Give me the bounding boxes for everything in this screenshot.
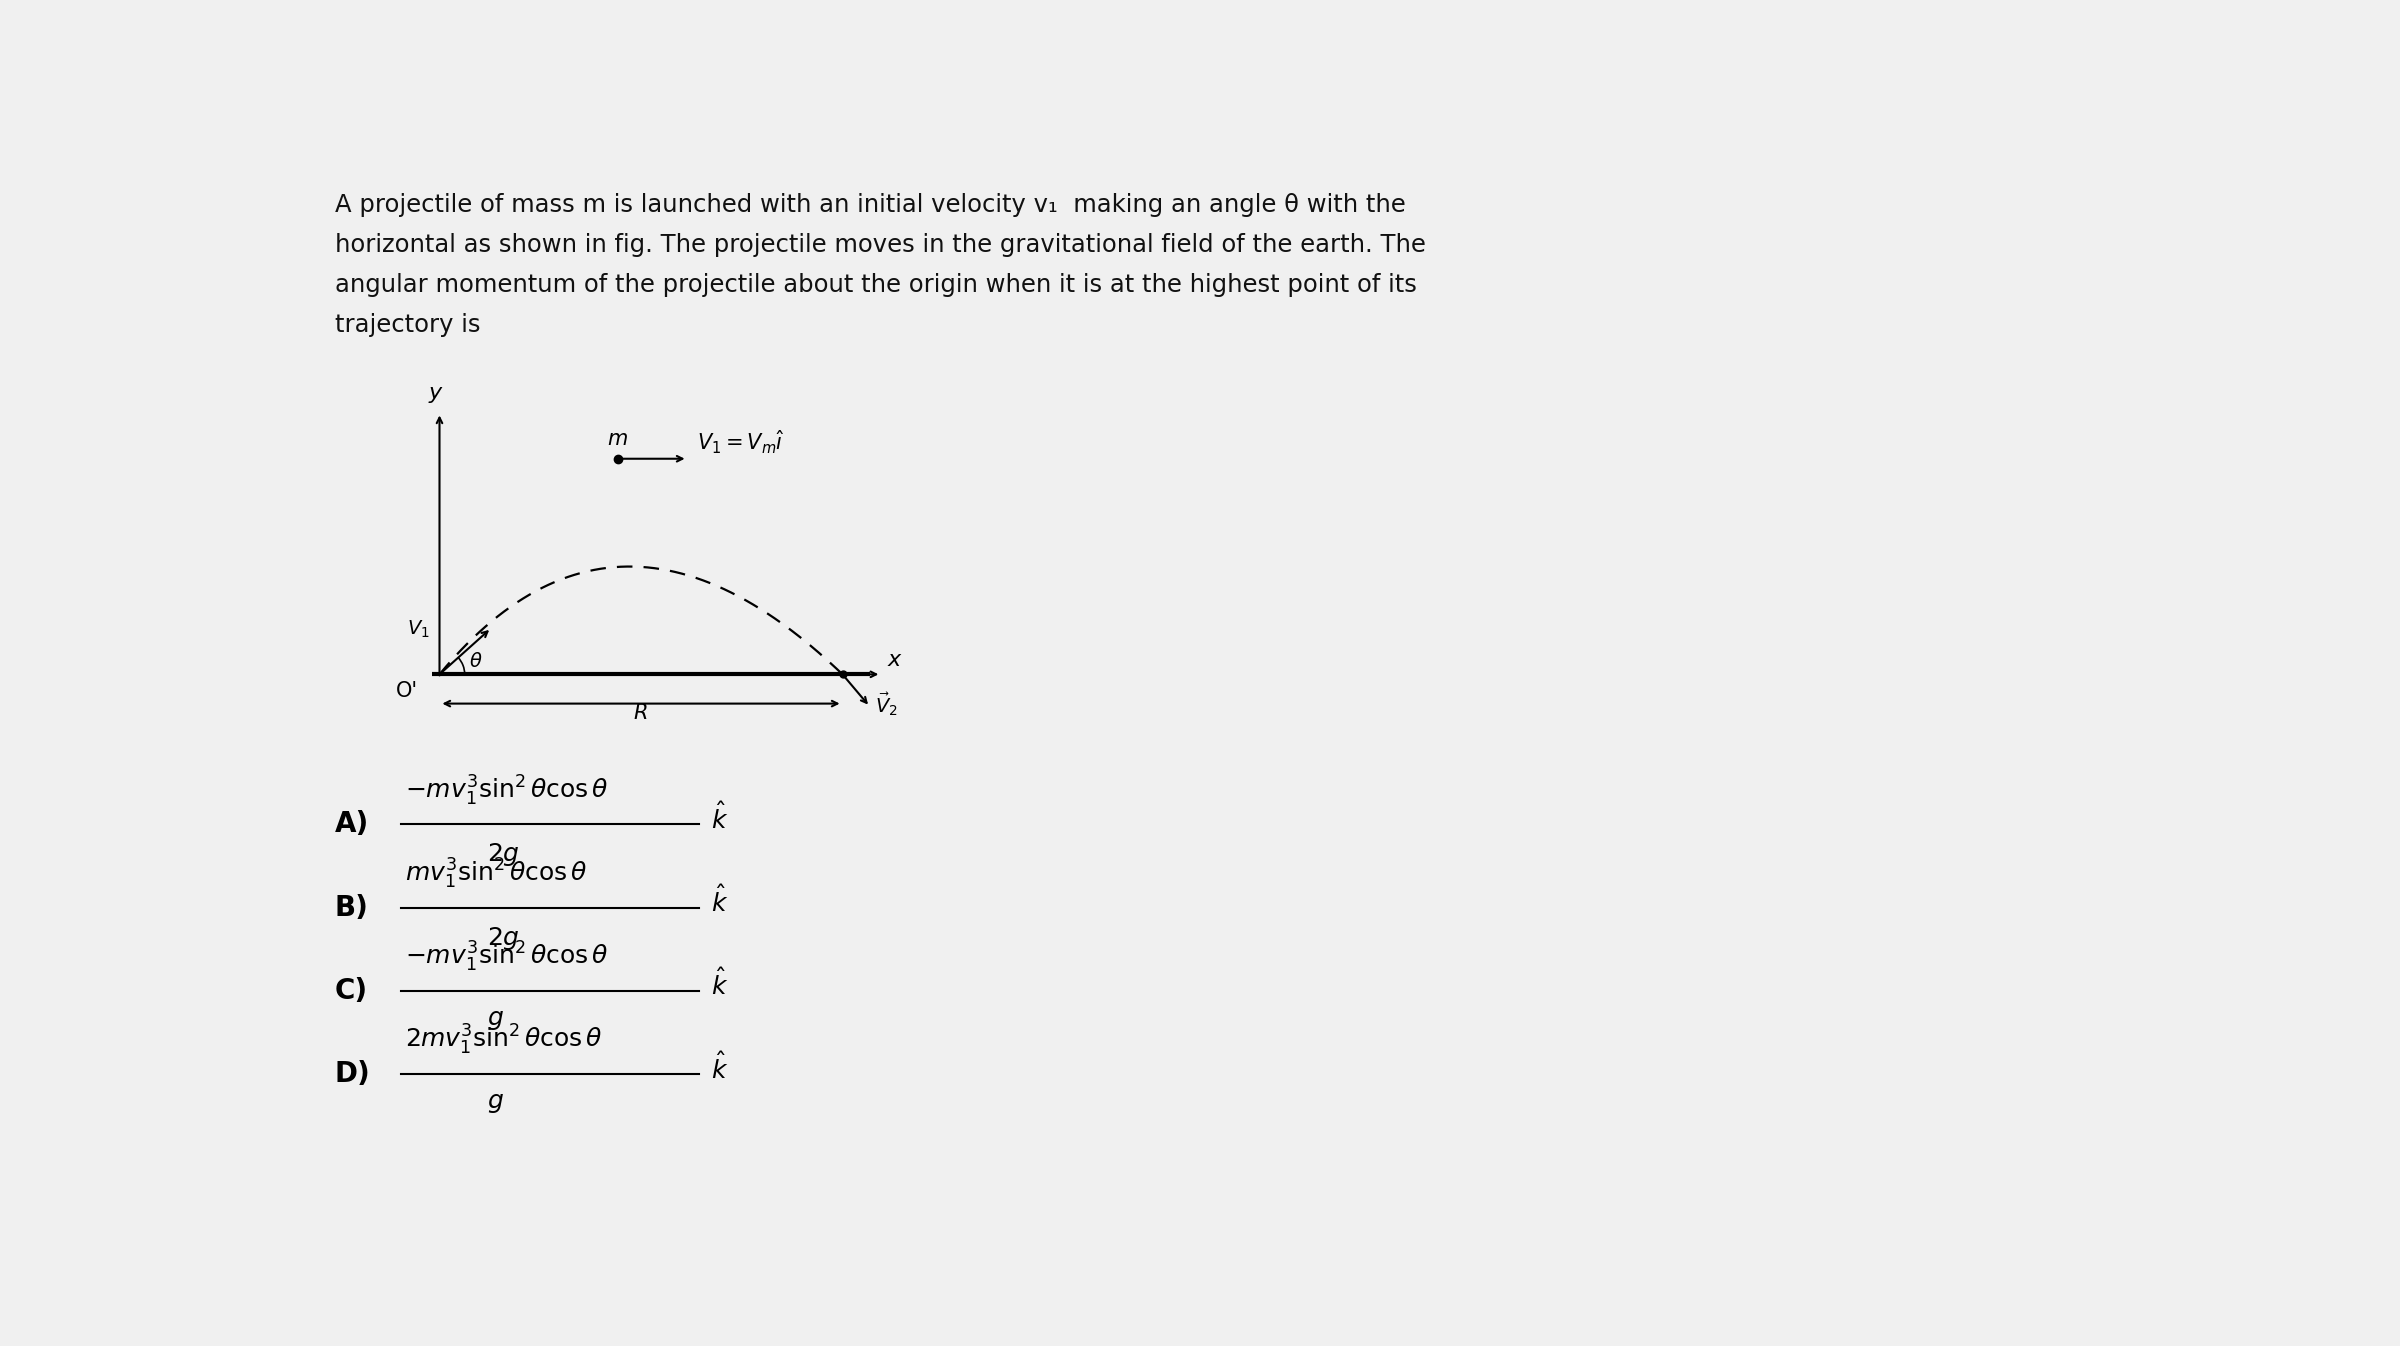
Text: $g$: $g$ — [487, 1008, 504, 1032]
Text: A): A) — [336, 810, 370, 839]
Text: $g$: $g$ — [487, 1090, 504, 1114]
Text: $2g$: $2g$ — [487, 925, 521, 952]
Text: C): C) — [336, 977, 367, 1005]
Text: $\hat{k}$: $\hat{k}$ — [710, 802, 727, 835]
Text: B): B) — [336, 894, 370, 922]
Text: $\hat{k}$: $\hat{k}$ — [710, 969, 727, 1000]
Text: $mv^3_1 \sin^2 \theta\cos \theta$: $mv^3_1 \sin^2 \theta\cos \theta$ — [406, 856, 588, 891]
Text: angular momentum of the projectile about the origin when it is at the highest po: angular momentum of the projectile about… — [336, 273, 1416, 297]
Text: $\hat{k}$: $\hat{k}$ — [710, 886, 727, 918]
Text: $V_1$: $V_1$ — [408, 618, 430, 639]
Text: horizontal as shown in fig. The projectile moves in the gravitational field of t: horizontal as shown in fig. The projecti… — [336, 233, 1426, 257]
Text: y: y — [430, 384, 442, 404]
Text: O': O' — [396, 681, 418, 700]
Text: $\hat{k}$: $\hat{k}$ — [710, 1053, 727, 1084]
Text: $2mv^3_1 \sin^2 \theta\cos \theta$: $2mv^3_1 \sin^2 \theta\cos \theta$ — [406, 1023, 602, 1057]
Text: trajectory is: trajectory is — [336, 314, 480, 338]
Text: D): D) — [336, 1059, 370, 1088]
Text: $-mv^3_1 \sin^2 \theta\cos \theta$: $-mv^3_1 \sin^2 \theta\cos \theta$ — [406, 774, 607, 808]
Text: R: R — [634, 703, 648, 723]
Text: $\theta$: $\theta$ — [468, 653, 482, 672]
Text: A projectile of mass m is launched with an initial velocity v₁  making an angle : A projectile of mass m is launched with … — [336, 192, 1406, 217]
Text: $\vec{V}_2$: $\vec{V}_2$ — [874, 690, 898, 719]
Text: $2g$: $2g$ — [487, 841, 521, 868]
Text: m: m — [607, 429, 629, 448]
Text: x: x — [888, 650, 900, 670]
Text: $V_1 = V_m\hat{\imath}$: $V_1 = V_m\hat{\imath}$ — [696, 428, 785, 456]
Text: $-mv^3_1 \sin^2 \theta\cos \theta$: $-mv^3_1 \sin^2 \theta\cos \theta$ — [406, 940, 607, 975]
